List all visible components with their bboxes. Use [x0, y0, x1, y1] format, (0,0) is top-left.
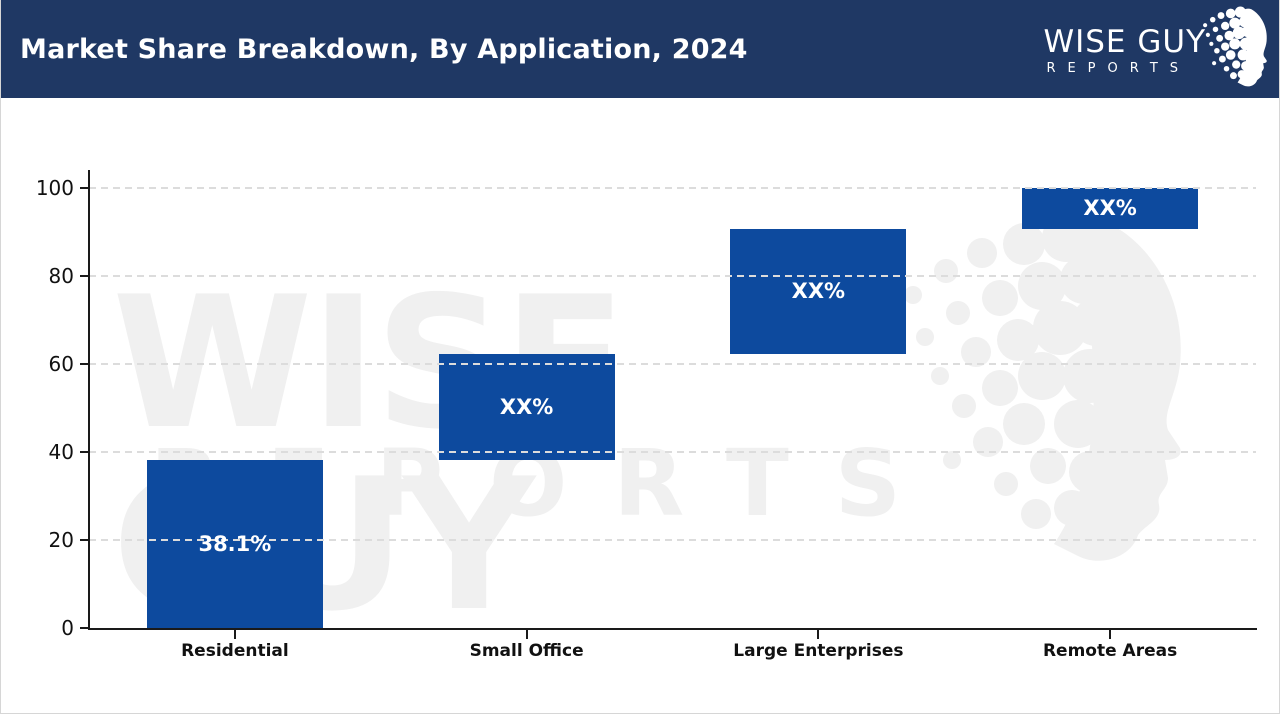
- logo-dotted-head-icon: [1203, 6, 1267, 87]
- x-axis-category-label: Small Office: [469, 641, 584, 661]
- bar-value-label: XX%: [499, 395, 554, 420]
- wise-guy-logo: WISE GUY REPORTS: [1043, 6, 1268, 90]
- y-axis-tick: [80, 450, 89, 453]
- y-axis-tick: [80, 186, 89, 189]
- y-axis-tick-label: 60: [48, 351, 74, 376]
- chart-bar: [146, 460, 323, 628]
- y-axis-tick: [80, 362, 89, 365]
- header-bar: Market Share Breakdown, By Application, …: [0, 0, 1280, 98]
- x-axis-line: [88, 628, 1257, 630]
- chart-bar: [438, 354, 615, 461]
- x-axis-tick: [525, 630, 528, 639]
- x-axis-category-label: Remote Areas: [1042, 641, 1178, 661]
- y-axis-tick-label: 0: [61, 616, 74, 640]
- y-axis-tick-label: 100: [35, 175, 74, 200]
- y-axis-tick: [80, 274, 89, 277]
- chart-bar: [730, 228, 907, 355]
- gridline: [89, 186, 1256, 189]
- y-axis-tick: [80, 627, 89, 629]
- gridline: [89, 450, 1256, 453]
- gridline: [89, 274, 1256, 277]
- x-axis-tick: [1109, 630, 1112, 639]
- bar-value-label: XX%: [791, 279, 846, 304]
- logo-wordmark: WISE GUY: [1043, 23, 1206, 60]
- y-axis-tick-label: 80: [48, 263, 74, 288]
- y-axis-tick-label: 40: [48, 439, 74, 464]
- page-title: Market Share Breakdown, By Application, …: [20, 33, 748, 65]
- gridline: [89, 538, 1256, 541]
- x-axis-tick: [817, 630, 820, 639]
- x-axis-category-label: Residential: [181, 641, 289, 661]
- logo-subtitle: REPORTS: [1046, 61, 1191, 77]
- x-axis-category-label: Large Enterprises: [733, 641, 904, 661]
- bar-value-label: XX%: [1083, 196, 1137, 221]
- y-axis-tick: [80, 538, 89, 541]
- y-axis-tick-label: 20: [48, 527, 74, 552]
- bar-value-label: 38.1%: [198, 532, 272, 557]
- gridline: [89, 362, 1256, 365]
- x-axis-tick: [233, 630, 236, 639]
- y-axis-line: [88, 170, 90, 630]
